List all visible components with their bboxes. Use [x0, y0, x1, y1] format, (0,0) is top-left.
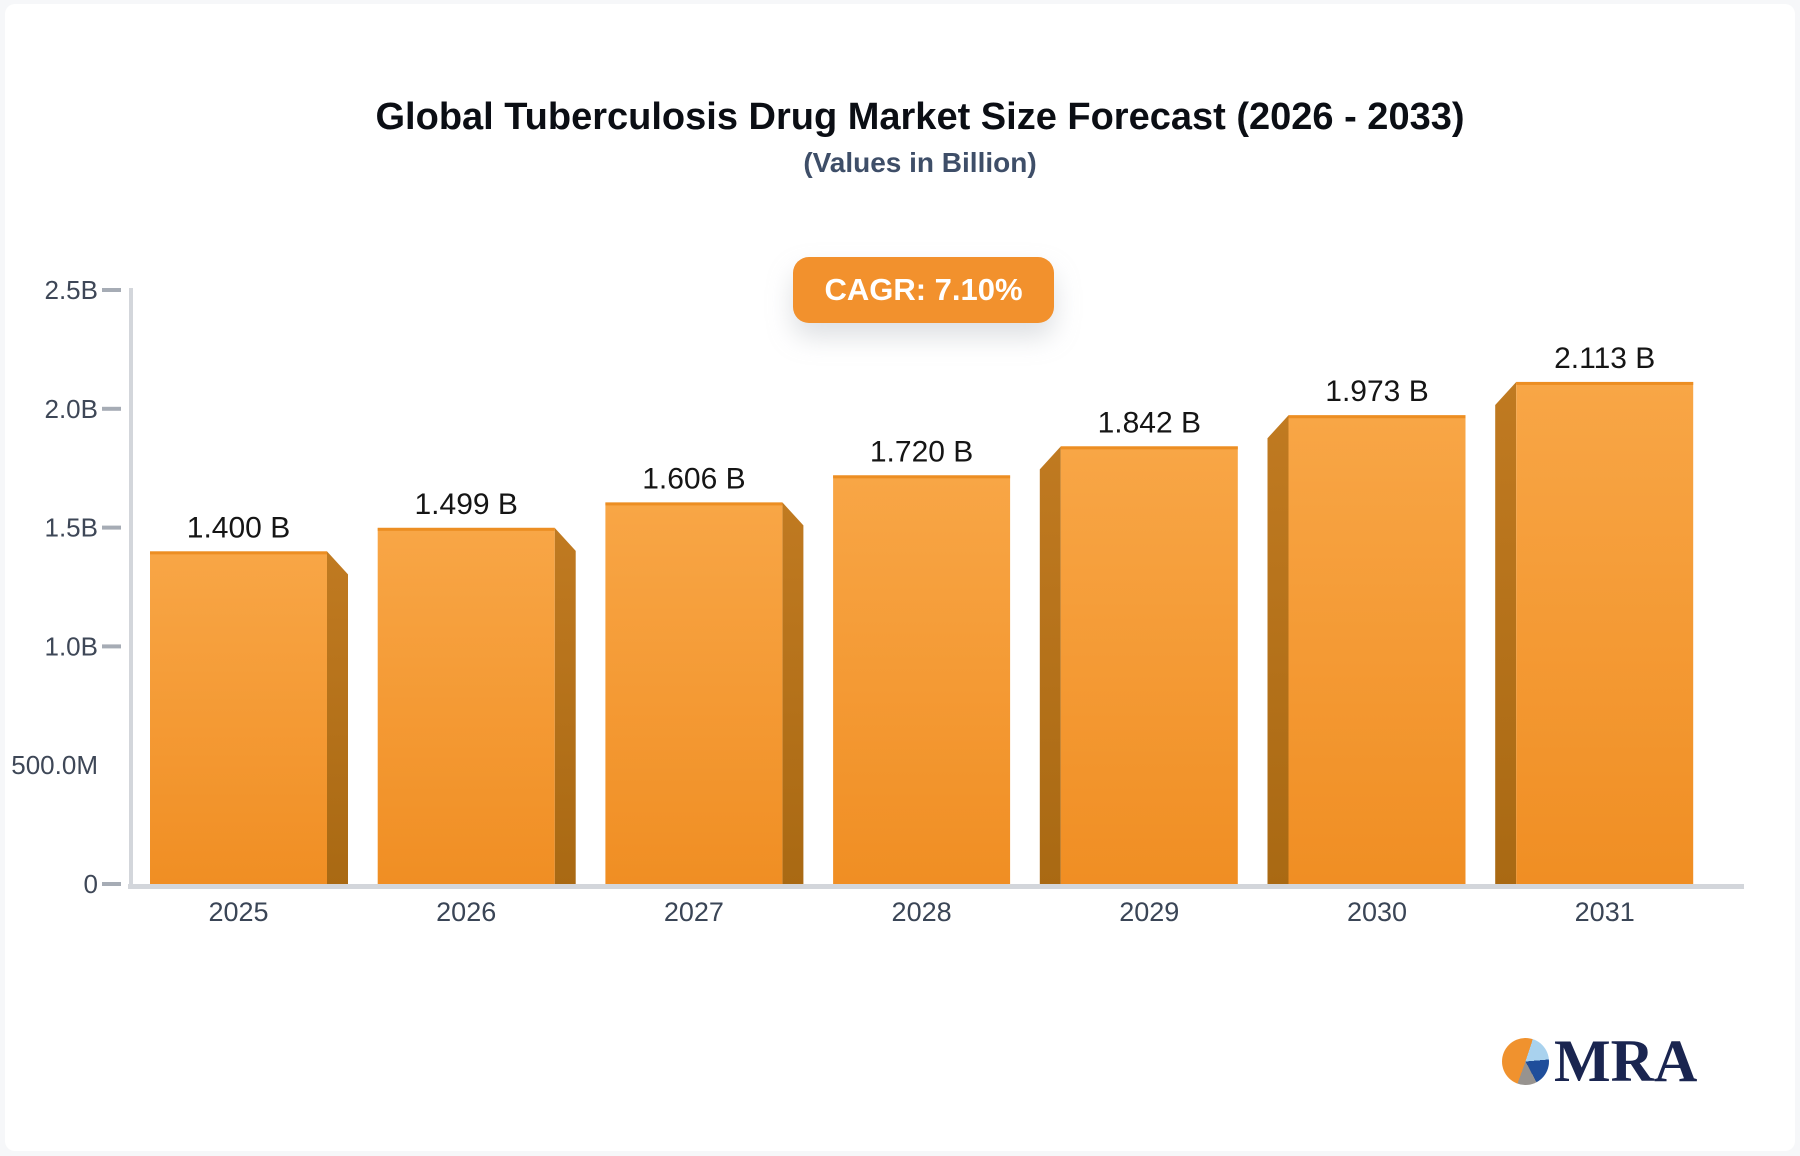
x-axis-label-2027: 2027 — [664, 897, 724, 927]
bar-group-2027: 1.606 B 2027 — [605, 462, 804, 927]
bar-top-edge — [605, 502, 783, 506]
bar-top-edge — [150, 551, 327, 555]
bar-side — [327, 551, 348, 887]
bar-2025 — [150, 551, 327, 887]
cagr-badge-label: CAGR: 7.10% — [824, 272, 1023, 307]
x-axis-line — [128, 884, 1744, 889]
y-tick-label: 2.5B — [45, 275, 99, 305]
bar-group-2030: 1.973 B 2030 — [1267, 375, 1466, 927]
bar-group-2029: 1.842 B 2029 — [1039, 406, 1238, 927]
bar-2030 — [1288, 415, 1466, 887]
bar-group-2025: 1.400 B 2025 — [150, 511, 348, 927]
y-tick-label: 500.0M — [11, 750, 98, 780]
bar-2028 — [833, 475, 1011, 887]
bar-side — [782, 502, 804, 887]
x-axis-label-2031: 2031 — [1575, 897, 1635, 927]
bar-side — [554, 527, 576, 887]
cagr-badge: CAGR: 7.10% — [793, 257, 1054, 323]
y-tick-dash — [102, 644, 121, 649]
pie-chart-logo-icon — [1502, 1038, 1549, 1085]
bar-value-label: 1.973 B — [1325, 375, 1428, 408]
bar-value-label: 1.842 B — [1098, 406, 1201, 439]
axis-layer: 2.5B 2.0B 1.5B 1.0B 500.0M 0 — [11, 275, 133, 899]
bar-top-edge — [1516, 381, 1694, 385]
bar-group-2031: 2.113 B 2031 — [1495, 342, 1694, 927]
y-tick-label: 1.0B — [45, 631, 99, 661]
bar-2026 — [377, 527, 555, 887]
bar-2029 — [1060, 446, 1238, 887]
bar-2031 — [1516, 381, 1694, 887]
x-axis-label-2030: 2030 — [1347, 897, 1407, 927]
y-axis-line — [129, 288, 133, 887]
x-axis-label-2029: 2029 — [1119, 897, 1179, 927]
x-axis-label-2026: 2026 — [436, 897, 496, 927]
bar-value-label: 1.400 B — [187, 511, 290, 544]
bar-top-edge — [1288, 415, 1466, 419]
y-tick-label: 2.0B — [45, 394, 99, 424]
chart-subtitle: (Values in Billion) — [803, 147, 1037, 178]
bar-group-2028: 1.720 B 2028 — [833, 435, 1011, 927]
bar-value-label: 2.113 B — [1554, 342, 1655, 375]
chart-title: Global Tuberculosis Drug Market Size For… — [375, 96, 1465, 138]
y-tick-label: 0 — [84, 869, 98, 899]
y-tick-dash — [102, 288, 121, 292]
bars-layer: 1.400 B 2025 1.499 B 2026 1.606 B 2027 1.720 B… — [150, 342, 1694, 927]
y-tick-dash — [102, 406, 121, 411]
bar-value-label: 1.499 B — [414, 488, 517, 521]
x-axis-label-2025: 2025 — [208, 897, 268, 927]
baseline-layer — [128, 884, 1744, 889]
y-tick-label: 1.5B — [45, 513, 99, 543]
bar-side — [1039, 446, 1061, 887]
bar-side — [1495, 381, 1517, 887]
bar-value-label: 1.606 B — [642, 462, 745, 495]
bar-top-edge — [1060, 446, 1238, 450]
bar-top-edge — [833, 475, 1011, 479]
y-tick-dash — [102, 882, 121, 886]
x-axis-label-2028: 2028 — [892, 897, 952, 927]
y-tick-dash — [102, 525, 121, 530]
bar-side — [1267, 415, 1289, 887]
bar-value-label: 1.720 B — [870, 435, 973, 468]
logo-text: MRA — [1554, 1028, 1698, 1094]
bar-group-2026: 1.499 B 2026 — [377, 488, 576, 927]
mra-logo: MRA — [1502, 1028, 1698, 1094]
bar-2027 — [605, 502, 783, 887]
bar-top-edge — [377, 527, 555, 531]
